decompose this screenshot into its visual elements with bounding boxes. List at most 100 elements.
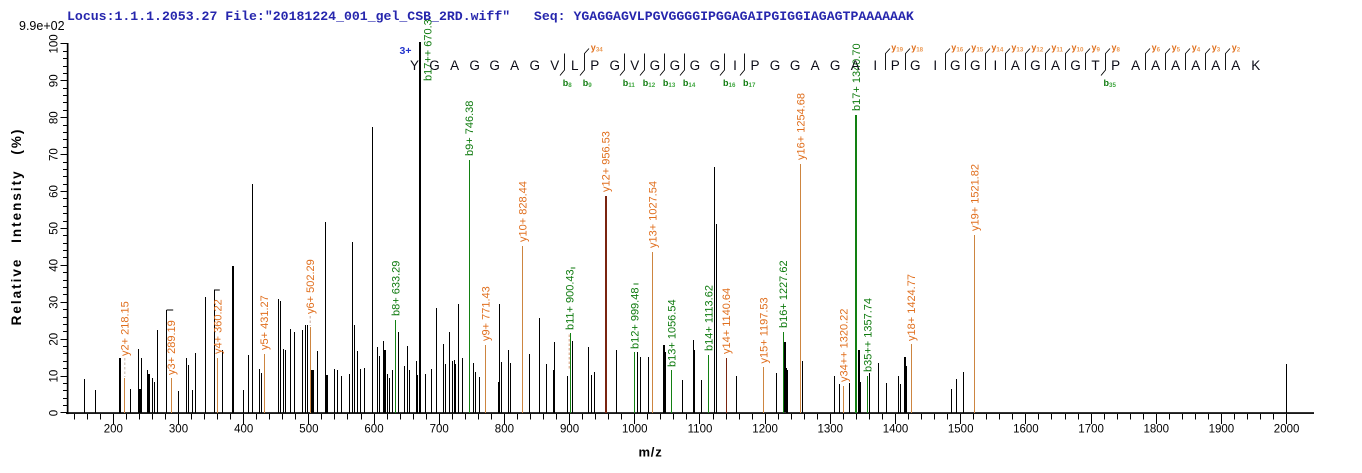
svg-text:P: P xyxy=(1111,58,1120,73)
svg-text:y13+ 1027.54: y13+ 1027.54 xyxy=(647,181,659,248)
svg-text:500: 500 xyxy=(299,424,318,436)
svg-text:40: 40 xyxy=(49,259,61,272)
svg-text:2000: 2000 xyxy=(1274,424,1300,436)
svg-text:G: G xyxy=(610,58,621,73)
svg-text:y5+ 431.27: y5+ 431.27 xyxy=(259,295,271,350)
svg-text:G: G xyxy=(710,58,721,73)
svg-text:G: G xyxy=(830,58,841,73)
svg-text:P: P xyxy=(891,58,900,73)
svg-text:Locus:1.1.1.2053.27 File:"2018: Locus:1.1.1.2053.27 File:"20181224_001_g… xyxy=(67,9,914,24)
svg-text:b8: b8 xyxy=(563,78,573,89)
svg-text:G: G xyxy=(1070,58,1081,73)
svg-text:V: V xyxy=(630,58,639,73)
svg-text:1600: 1600 xyxy=(1013,424,1039,436)
svg-text:K: K xyxy=(1251,58,1260,73)
svg-text:A: A xyxy=(1231,58,1240,73)
svg-text:L: L xyxy=(571,58,579,73)
svg-text:b35: b35 xyxy=(1104,78,1117,89)
svg-text:I: I xyxy=(994,58,998,73)
svg-text:I: I xyxy=(873,58,877,73)
svg-text:Relative Intensity (%): Relative Intensity (%) xyxy=(9,128,24,326)
svg-text:G: G xyxy=(970,58,981,73)
svg-text:b13: b13 xyxy=(663,78,676,89)
svg-text:1000: 1000 xyxy=(622,424,648,436)
svg-text:0: 0 xyxy=(49,410,61,416)
svg-text:100: 100 xyxy=(49,34,61,53)
svg-text:b8+ 633.29: b8+ 633.29 xyxy=(390,261,402,316)
svg-text:G: G xyxy=(670,58,681,73)
svg-text:y9+ 771.43: y9+ 771.43 xyxy=(480,286,492,341)
svg-text:A: A xyxy=(1131,58,1140,73)
svg-text:b35++ 1357.74: b35++ 1357.74 xyxy=(863,298,875,372)
svg-text:y14: y14 xyxy=(991,43,1003,54)
svg-text:G: G xyxy=(429,58,440,73)
svg-text:b9: b9 xyxy=(583,78,593,89)
svg-text:y4: y4 xyxy=(1192,43,1201,54)
svg-text:600: 600 xyxy=(364,424,383,436)
svg-text:y6: y6 xyxy=(1152,43,1161,54)
svg-text:b17+ 1340.70: b17+ 1340.70 xyxy=(851,43,863,111)
svg-text:1900: 1900 xyxy=(1209,424,1235,436)
svg-text:A: A xyxy=(811,58,820,73)
svg-text:b17: b17 xyxy=(743,78,756,89)
svg-text:90: 90 xyxy=(49,74,61,87)
svg-text:A: A xyxy=(1171,58,1180,73)
svg-text:y19: y19 xyxy=(891,43,903,54)
svg-text:y13: y13 xyxy=(1011,43,1023,54)
svg-text:70: 70 xyxy=(49,148,61,161)
svg-text:A: A xyxy=(1211,58,1220,73)
svg-text:G: G xyxy=(910,58,921,73)
svg-text:y9: y9 xyxy=(1092,43,1101,54)
svg-text:30: 30 xyxy=(49,296,61,309)
svg-text:y3+ 289.19: y3+ 289.19 xyxy=(166,320,178,375)
svg-text:y12+ 956.53: y12+ 956.53 xyxy=(601,131,613,192)
svg-text:y16+ 1254.68: y16+ 1254.68 xyxy=(795,93,807,160)
svg-text:3+: 3+ xyxy=(400,45,412,57)
svg-text:A: A xyxy=(1011,58,1020,73)
svg-text:A: A xyxy=(1151,58,1160,73)
svg-text:P: P xyxy=(750,58,759,73)
svg-text:y10: y10 xyxy=(1072,43,1084,54)
svg-text:1800: 1800 xyxy=(1144,424,1170,436)
svg-text:A: A xyxy=(1191,58,1200,73)
svg-text:1100: 1100 xyxy=(688,424,713,436)
svg-text:y14+ 1140.64: y14+ 1140.64 xyxy=(721,288,733,354)
svg-text:G: G xyxy=(650,58,661,73)
svg-text:G: G xyxy=(1030,58,1041,73)
svg-text:G: G xyxy=(469,58,480,73)
svg-text:300: 300 xyxy=(169,424,188,436)
svg-text:V: V xyxy=(550,58,559,73)
svg-text:y16: y16 xyxy=(951,43,963,54)
svg-text:b11: b11 xyxy=(623,78,636,89)
svg-text:b16+ 1227.62: b16+ 1227.62 xyxy=(778,260,790,328)
svg-text:50: 50 xyxy=(49,222,61,235)
svg-text:y15+ 1197.53: y15+ 1197.53 xyxy=(758,297,770,363)
svg-text:y15: y15 xyxy=(971,43,983,54)
svg-text:A: A xyxy=(510,58,519,73)
svg-text:900: 900 xyxy=(560,424,579,436)
svg-text:y34: y34 xyxy=(591,43,603,54)
svg-text:G: G xyxy=(690,58,701,73)
svg-text:y5: y5 xyxy=(1172,43,1181,54)
svg-text:60: 60 xyxy=(49,185,61,198)
svg-text:G: G xyxy=(529,58,540,73)
svg-text:y3: y3 xyxy=(1212,43,1221,54)
svg-text:A: A xyxy=(1051,58,1060,73)
svg-text:y18: y18 xyxy=(911,43,923,54)
svg-text:800: 800 xyxy=(495,424,514,436)
svg-text:G: G xyxy=(489,58,500,73)
svg-text:y11: y11 xyxy=(1051,43,1063,54)
svg-text:b11+ 900.43: b11+ 900.43 xyxy=(565,269,577,330)
svg-text:b13+ 1056.54: b13+ 1056.54 xyxy=(666,299,678,367)
svg-text:1300: 1300 xyxy=(818,424,844,436)
svg-text:y19+ 1521.82: y19+ 1521.82 xyxy=(970,164,982,231)
svg-text:1400: 1400 xyxy=(883,424,909,436)
svg-text:b12+ 999.48: b12+ 999.48 xyxy=(629,288,641,349)
svg-text:A: A xyxy=(450,58,459,73)
svg-text:b9+ 746.38: b9+ 746.38 xyxy=(464,101,476,156)
svg-text:y10+ 828.44: y10+ 828.44 xyxy=(518,181,530,242)
svg-text:Y: Y xyxy=(410,58,419,73)
svg-text:y4+ 360.22: y4+ 360.22 xyxy=(212,299,224,354)
svg-text:y12: y12 xyxy=(1031,43,1043,54)
svg-text:y6+ 502.29: y6+ 502.29 xyxy=(305,259,317,314)
